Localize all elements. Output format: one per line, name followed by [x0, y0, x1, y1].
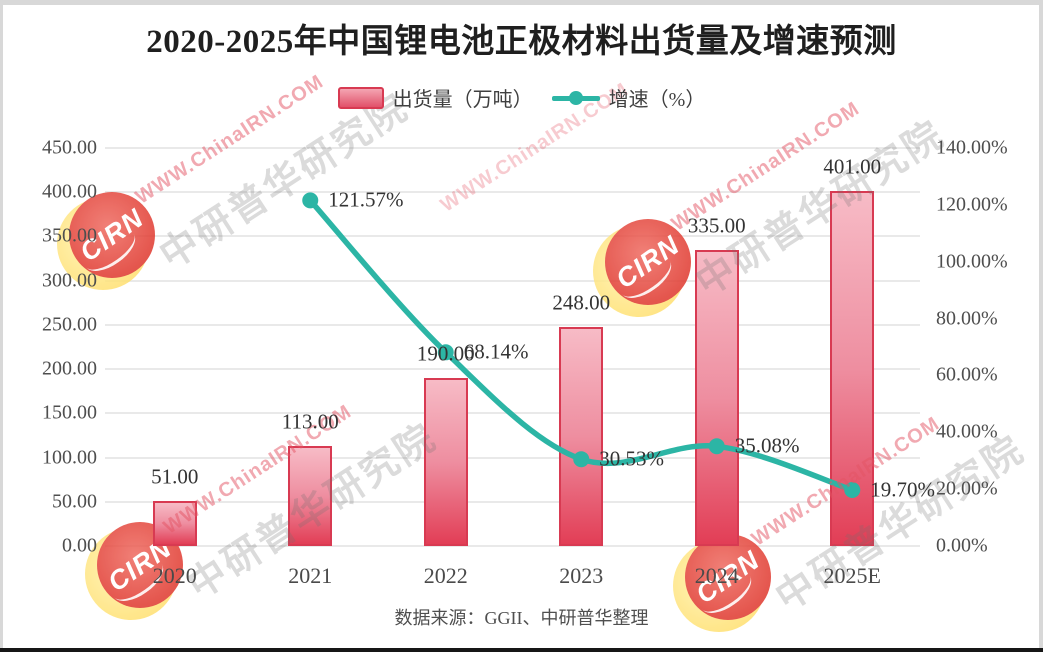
growth-line — [307, 197, 856, 493]
y2-axis-tick-label: 40.00% — [936, 420, 998, 443]
cirn-logo-watermark-icon: CIRN — [57, 192, 155, 290]
frame-border-right — [1039, 0, 1043, 652]
gridline — [105, 368, 920, 371]
gridline — [105, 456, 920, 459]
gridline — [105, 323, 920, 326]
x-axis-tick-label: 2024 — [694, 563, 739, 588]
y-axis-tick-label: 200.00 — [42, 357, 97, 380]
y-axis-tick-label: 150.00 — [42, 401, 97, 424]
gridline — [105, 545, 920, 547]
bar-value-label: 190.00 — [416, 341, 475, 366]
line-value-label: 19.70% — [870, 477, 935, 502]
line-value-label: 30.53% — [599, 446, 664, 471]
bar-value-label: 51.00 — [151, 464, 199, 489]
y-axis-tick-label: 0.00 — [62, 534, 97, 557]
x-axis-tick-label: 2020 — [152, 563, 197, 588]
bar-2020 — [152, 500, 197, 546]
y2-axis-tick-label: 140.00% — [936, 136, 1008, 159]
bar-value-label: 113.00 — [281, 409, 339, 434]
bar-2021 — [288, 446, 333, 546]
chart-title: 2020-2025年中国锂电池正极材料出货量及增速预测 — [146, 24, 897, 60]
logo-red-circle: CIRN — [685, 534, 771, 622]
line-marker-icon — [708, 438, 725, 455]
x-axis-tick-label: 2022 — [423, 563, 468, 588]
y2-axis-tick-label: 80.00% — [936, 307, 998, 330]
legend-bar-swatch-icon — [337, 86, 384, 109]
y2-axis-tick-label: 0.00% — [936, 534, 988, 557]
bar-2024 — [694, 249, 739, 546]
bar-value-label: 401.00 — [823, 154, 882, 179]
frame-border-top — [0, 0, 1043, 5]
data-source-note: 数据来源：GGII、中研普华整理 — [394, 608, 649, 628]
gridline — [105, 500, 920, 503]
line-value-label: 35.08% — [734, 433, 800, 458]
frame-border-bottom — [0, 648, 1043, 652]
chart-legend: 出货量（万吨） 增速（%） — [0, 83, 1043, 112]
gridline — [105, 147, 920, 149]
line-value-label: 121.57% — [328, 187, 404, 212]
gridline — [105, 191, 920, 194]
cirn-logo-watermark-icon: CIRN — [593, 219, 691, 317]
cirn-logo-watermark-icon: CIRN — [673, 534, 771, 632]
frame-border-left — [0, 0, 3, 652]
y-axis-tick-label: 100.00 — [42, 446, 97, 469]
gridline — [105, 235, 920, 238]
gridline — [105, 279, 920, 282]
line-marker-icon — [302, 192, 319, 209]
legend-line-marker-icon — [568, 90, 583, 105]
bar-value-label: 335.00 — [687, 213, 746, 238]
legend-line-label: 增速（%） — [608, 89, 706, 111]
line-marker-icon — [573, 451, 590, 468]
y2-axis-tick-label: 60.00% — [936, 363, 998, 386]
x-axis-tick-label: 2023 — [559, 563, 604, 588]
y2-axis-tick-label: 100.00% — [936, 250, 1008, 273]
x-axis-tick-label: 2021 — [288, 563, 333, 588]
y-axis-tick-label: 450.00 — [42, 136, 97, 159]
bar-value-label: 248.00 — [552, 290, 611, 315]
x-axis-tick-label: 2025E — [823, 563, 881, 588]
logo-red-circle: CIRN — [605, 219, 691, 307]
line-marker-icon — [437, 344, 454, 361]
y-axis-tick-label: 50.00 — [52, 490, 97, 513]
legend-line-swatch-icon — [551, 90, 600, 106]
y-axis-tick-label: 300.00 — [42, 269, 97, 292]
line-marker-icon — [844, 481, 861, 498]
y2-axis-tick-label: 120.00% — [936, 193, 1008, 216]
y-axis-tick-label: 400.00 — [42, 180, 97, 203]
line-value-label: 68.14% — [463, 339, 529, 364]
legend-bar-label: 出货量（万吨） — [392, 89, 533, 111]
bar-2023 — [559, 326, 604, 546]
y-axis-tick-label: 350.00 — [42, 224, 97, 247]
y-axis-tick-label: 250.00 — [42, 313, 97, 336]
logo-red-circle: CIRN — [69, 192, 155, 280]
y2-axis-tick-label: 20.00% — [936, 477, 998, 500]
bar-2022 — [423, 377, 468, 546]
